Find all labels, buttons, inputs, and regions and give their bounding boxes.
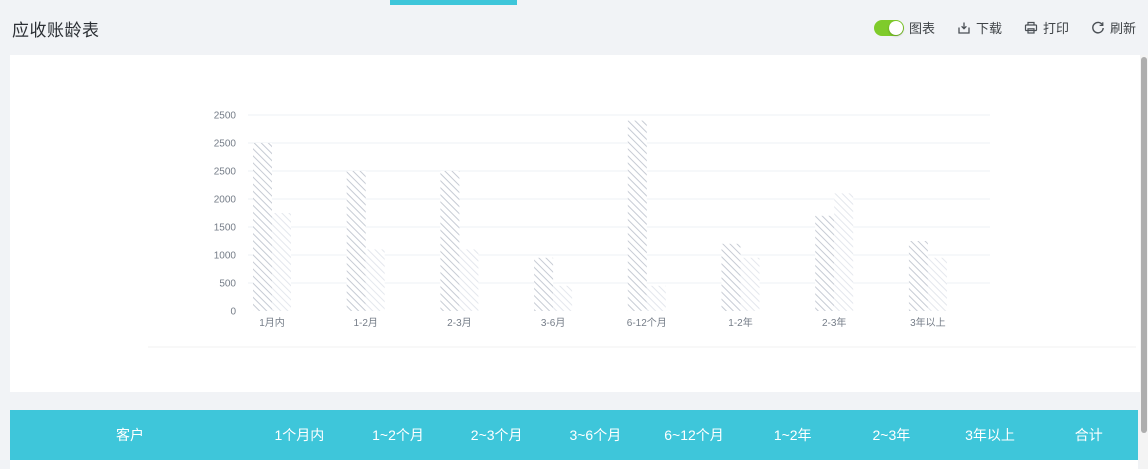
svg-text:3年以上: 3年以上 [910,316,946,329]
table-first-row [10,460,1138,469]
col-header-over-3-years: 3年以上 [965,427,1015,443]
col-header-6-12-months: 6~12个月 [664,427,724,443]
svg-text:2500: 2500 [214,167,237,178]
page-title: 应收账龄表 [12,21,100,40]
svg-text:1-2月: 1-2月 [353,317,377,329]
download-button[interactable]: 下载 [957,18,1002,37]
refresh-button[interactable]: 刷新 [1091,18,1136,37]
refresh-label: 刷新 [1109,21,1136,36]
print-icon [1024,21,1038,35]
svg-text:2500: 2500 [214,139,237,150]
svg-text:1-2年: 1-2年 [728,316,752,329]
col-header-within-1-month: 1个月内 [274,427,325,443]
vertical-scrollbar[interactable] [1140,55,1148,469]
col-header-1-2-years: 1~2年 [773,427,812,443]
table-header-row: 客户 1个月内 1~2个月 2~3个月 3~6个月 6~12个月 1~2年 2~… [10,410,1138,460]
refresh-icon [1091,21,1105,35]
aging-bar-chart: 0 500 1000 1500 2000 2500 2500 2500 1月内 1-2月 2-3月 3… [148,111,1136,348]
svg-text:2-3年: 2-3年 [822,316,846,329]
svg-text:1000: 1000 [214,251,237,262]
svg-text:1月内: 1月内 [259,316,285,329]
svg-text:1500: 1500 [214,223,237,234]
toolbar: 图表 下载 打印 [873,18,1136,37]
download-icon [957,21,971,35]
col-header-2-3-years: 2~3年 [872,427,911,443]
scrollbar-thumb[interactable] [1141,57,1147,433]
chart-toggle-knob [888,20,903,35]
col-header-2-3-months: 2~3个月 [470,427,523,443]
col-header-total: 合计 [1074,427,1103,443]
chart-card: 0 500 1000 1500 2000 2500 2500 2500 1月内 1-2月 2-3月 3… [10,55,1140,392]
print-button[interactable]: 打印 [1024,18,1069,37]
col-header-1-2-months: 1~2个月 [372,427,424,443]
chart-toggle-group: 图表 [873,18,935,37]
col-header-customer: 客户 [116,427,144,443]
svg-text:2000: 2000 [214,195,237,206]
svg-text:6-12个月: 6-12个月 [627,317,667,329]
download-label: 下载 [975,21,1002,36]
svg-text:2-3月: 2-3月 [447,317,471,329]
svg-text:500: 500 [219,279,236,290]
svg-text:0: 0 [230,307,236,318]
chart-toggle-label: 图表 [908,21,935,36]
top-tab-indicator [390,0,517,5]
svg-text:3-6月: 3-6月 [541,317,565,329]
chart-toggle[interactable] [873,19,904,36]
print-label: 打印 [1042,21,1069,36]
col-header-3-6-months: 3~6个月 [569,427,622,443]
svg-text:2500: 2500 [214,111,237,122]
page-header: 应收账龄表 图表 下载 [0,0,1148,55]
